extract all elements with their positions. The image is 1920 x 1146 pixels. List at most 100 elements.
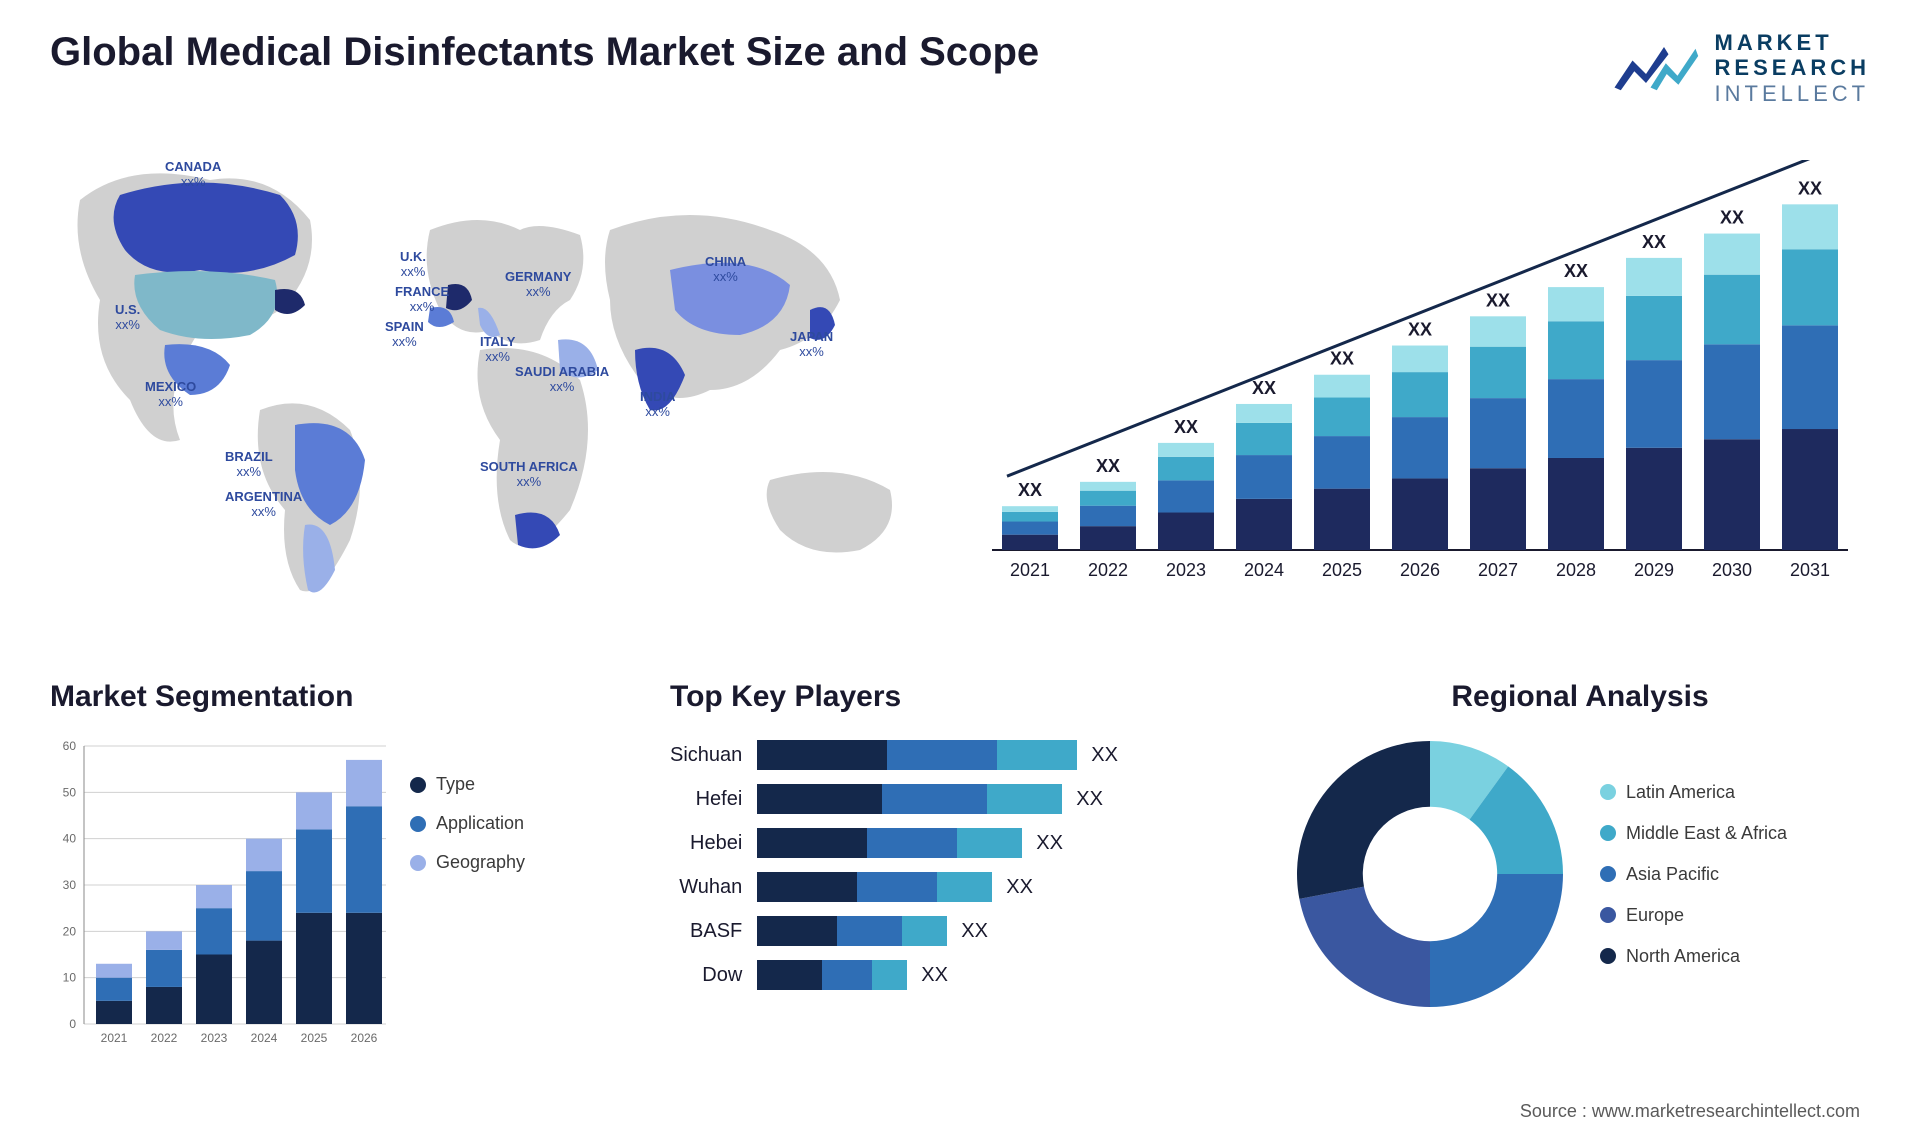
map-label-mexico: MEXICOxx% xyxy=(145,380,196,410)
svg-text:2026: 2026 xyxy=(351,1031,378,1045)
regional-title: Regional Analysis xyxy=(1290,680,1870,714)
svg-text:2025: 2025 xyxy=(301,1031,328,1045)
player-label-wuhan: Wuhan xyxy=(679,872,742,902)
map-label-south-africa: SOUTH AFRICAxx% xyxy=(480,460,578,490)
svg-text:2025: 2025 xyxy=(1322,560,1362,580)
segmentation-title: Market Segmentation xyxy=(50,680,630,714)
regional-legend-latin-america: Latin America xyxy=(1600,782,1787,803)
world-map-panel: CANADAxx% U.S.xx% MEXICOxx% BRAZILxx% ARGENT… xyxy=(50,140,930,620)
svg-text:XX: XX xyxy=(1252,378,1276,398)
svg-text:XX: XX xyxy=(1642,232,1666,252)
player-bar-hefei: XX xyxy=(757,784,1118,814)
svg-text:2023: 2023 xyxy=(1166,560,1206,580)
logo-line-1: MARKET xyxy=(1715,30,1870,55)
header: Global Medical Disinfectants Market Size… xyxy=(50,30,1870,106)
map-label-u-s-: U.S.xx% xyxy=(115,303,140,333)
svg-text:2031: 2031 xyxy=(1790,560,1830,580)
players-bars: XXXXXXXXXXXX xyxy=(757,734,1118,990)
svg-text:XX: XX xyxy=(1798,178,1822,198)
svg-text:2021: 2021 xyxy=(101,1031,128,1045)
players-labels: Sichuan Hefei Hebei Wuhan BASF Dow xyxy=(670,734,742,990)
svg-text:2022: 2022 xyxy=(1088,560,1128,580)
player-bar-hebei: XX xyxy=(757,828,1118,858)
regional-legend-europe: Europe xyxy=(1600,905,1787,926)
map-label-brazil: BRAZILxx% xyxy=(225,450,273,480)
seg-legend-geography: Geography xyxy=(410,852,525,873)
regional-panel: Regional Analysis Latin America Middle Ea… xyxy=(1290,680,1870,1054)
logo-line-3: INTELLECT xyxy=(1715,81,1870,106)
seg-legend-application: Application xyxy=(410,813,525,834)
logo-text: MARKET RESEARCH INTELLECT xyxy=(1715,30,1870,106)
svg-text:20: 20 xyxy=(63,924,77,938)
player-label-dow: Dow xyxy=(702,960,742,990)
map-label-u-k-: U.K.xx% xyxy=(400,250,426,280)
svg-text:50: 50 xyxy=(63,785,77,799)
player-label-hebei: Hebei xyxy=(690,828,742,858)
player-label-hefei: Hefei xyxy=(696,784,743,814)
logo-icon xyxy=(1610,35,1700,100)
player-bar-wuhan: XX xyxy=(757,872,1118,902)
player-label-basf: BASF xyxy=(690,916,742,946)
svg-text:30: 30 xyxy=(63,878,77,892)
page-title: Global Medical Disinfectants Market Size… xyxy=(50,30,1039,75)
svg-text:2023: 2023 xyxy=(201,1031,228,1045)
players-panel: Top Key Players Sichuan Hefei Hebei Wuhan BA… xyxy=(670,680,1250,1054)
map-label-japan: JAPANxx% xyxy=(790,330,833,360)
regional-legend-middle-east-africa: Middle East & Africa xyxy=(1600,823,1787,844)
source-text: Source : www.marketresearchintellect.com xyxy=(1520,1101,1860,1122)
svg-text:10: 10 xyxy=(63,971,77,985)
player-value: XX xyxy=(1091,744,1118,767)
svg-text:2029: 2029 xyxy=(1634,560,1674,580)
map-label-france: FRANCExx% xyxy=(395,285,449,315)
svg-text:60: 60 xyxy=(63,739,77,753)
map-label-spain: SPAINxx% xyxy=(385,320,424,350)
svg-text:XX: XX xyxy=(1330,349,1354,369)
svg-text:40: 40 xyxy=(63,832,77,846)
svg-text:2030: 2030 xyxy=(1712,560,1752,580)
svg-text:0: 0 xyxy=(69,1017,76,1031)
segmentation-legend: Type Application Geography xyxy=(410,774,525,873)
segmentation-panel: Market Segmentation 0 10 20 30 40 50 60 2021 202… xyxy=(50,680,630,1054)
svg-text:XX: XX xyxy=(1018,480,1042,500)
svg-text:XX: XX xyxy=(1408,320,1432,340)
map-label-argentina: ARGENTINAxx% xyxy=(225,490,302,520)
regional-legend-asia-pacific: Asia Pacific xyxy=(1600,864,1787,885)
map-label-saudi-arabia: SAUDI ARABIAxx% xyxy=(515,365,609,395)
player-value: XX xyxy=(961,920,988,943)
svg-text:2027: 2027 xyxy=(1478,560,1518,580)
player-value: XX xyxy=(921,964,948,987)
map-label-canada: CANADAxx% xyxy=(165,160,221,190)
svg-text:2024: 2024 xyxy=(1244,560,1284,580)
regional-legend: Latin America Middle East & Africa Asia Pa… xyxy=(1600,782,1787,967)
forecast-chart: XX 2021 XX 2022 XX 2023 XX 2024 XX 2025 XX 2026 XX 20… xyxy=(980,160,1860,600)
map-label-germany: GERMANYxx% xyxy=(505,270,571,300)
player-bar-dow: XX xyxy=(757,960,1118,990)
player-value: XX xyxy=(1036,832,1063,855)
svg-text:XX: XX xyxy=(1486,290,1510,310)
svg-text:2028: 2028 xyxy=(1556,560,1596,580)
segmentation-chart: 0 10 20 30 40 50 60 2021 2022 2023 2024 2025 2026 xyxy=(50,734,390,1054)
player-label-sichuan: Sichuan xyxy=(670,740,742,770)
player-value: XX xyxy=(1076,788,1103,811)
player-bar-sichuan: XX xyxy=(757,740,1118,770)
seg-legend-type: Type xyxy=(410,774,525,795)
map-label-china: CHINAxx% xyxy=(705,255,746,285)
svg-text:XX: XX xyxy=(1564,261,1588,281)
svg-text:2026: 2026 xyxy=(1400,560,1440,580)
regional-donut-chart xyxy=(1290,734,1570,1014)
logo-line-2: RESEARCH xyxy=(1715,55,1870,80)
player-value: XX xyxy=(1006,876,1033,899)
bottom-row: Market Segmentation 0 10 20 30 40 50 60 2021 202… xyxy=(50,680,1870,1054)
svg-text:2022: 2022 xyxy=(151,1031,178,1045)
svg-text:XX: XX xyxy=(1174,417,1198,437)
player-bar-basf: XX xyxy=(757,916,1118,946)
svg-text:2024: 2024 xyxy=(251,1031,278,1045)
players-title: Top Key Players xyxy=(670,680,1250,714)
logo: MARKET RESEARCH INTELLECT xyxy=(1610,30,1870,106)
svg-text:2021: 2021 xyxy=(1010,560,1050,580)
regional-legend-north-america: North America xyxy=(1600,946,1787,967)
svg-text:XX: XX xyxy=(1096,456,1120,476)
svg-text:XX: XX xyxy=(1720,208,1744,228)
map-label-italy: ITALYxx% xyxy=(480,335,515,365)
map-label-india: INDIAxx% xyxy=(640,390,675,420)
